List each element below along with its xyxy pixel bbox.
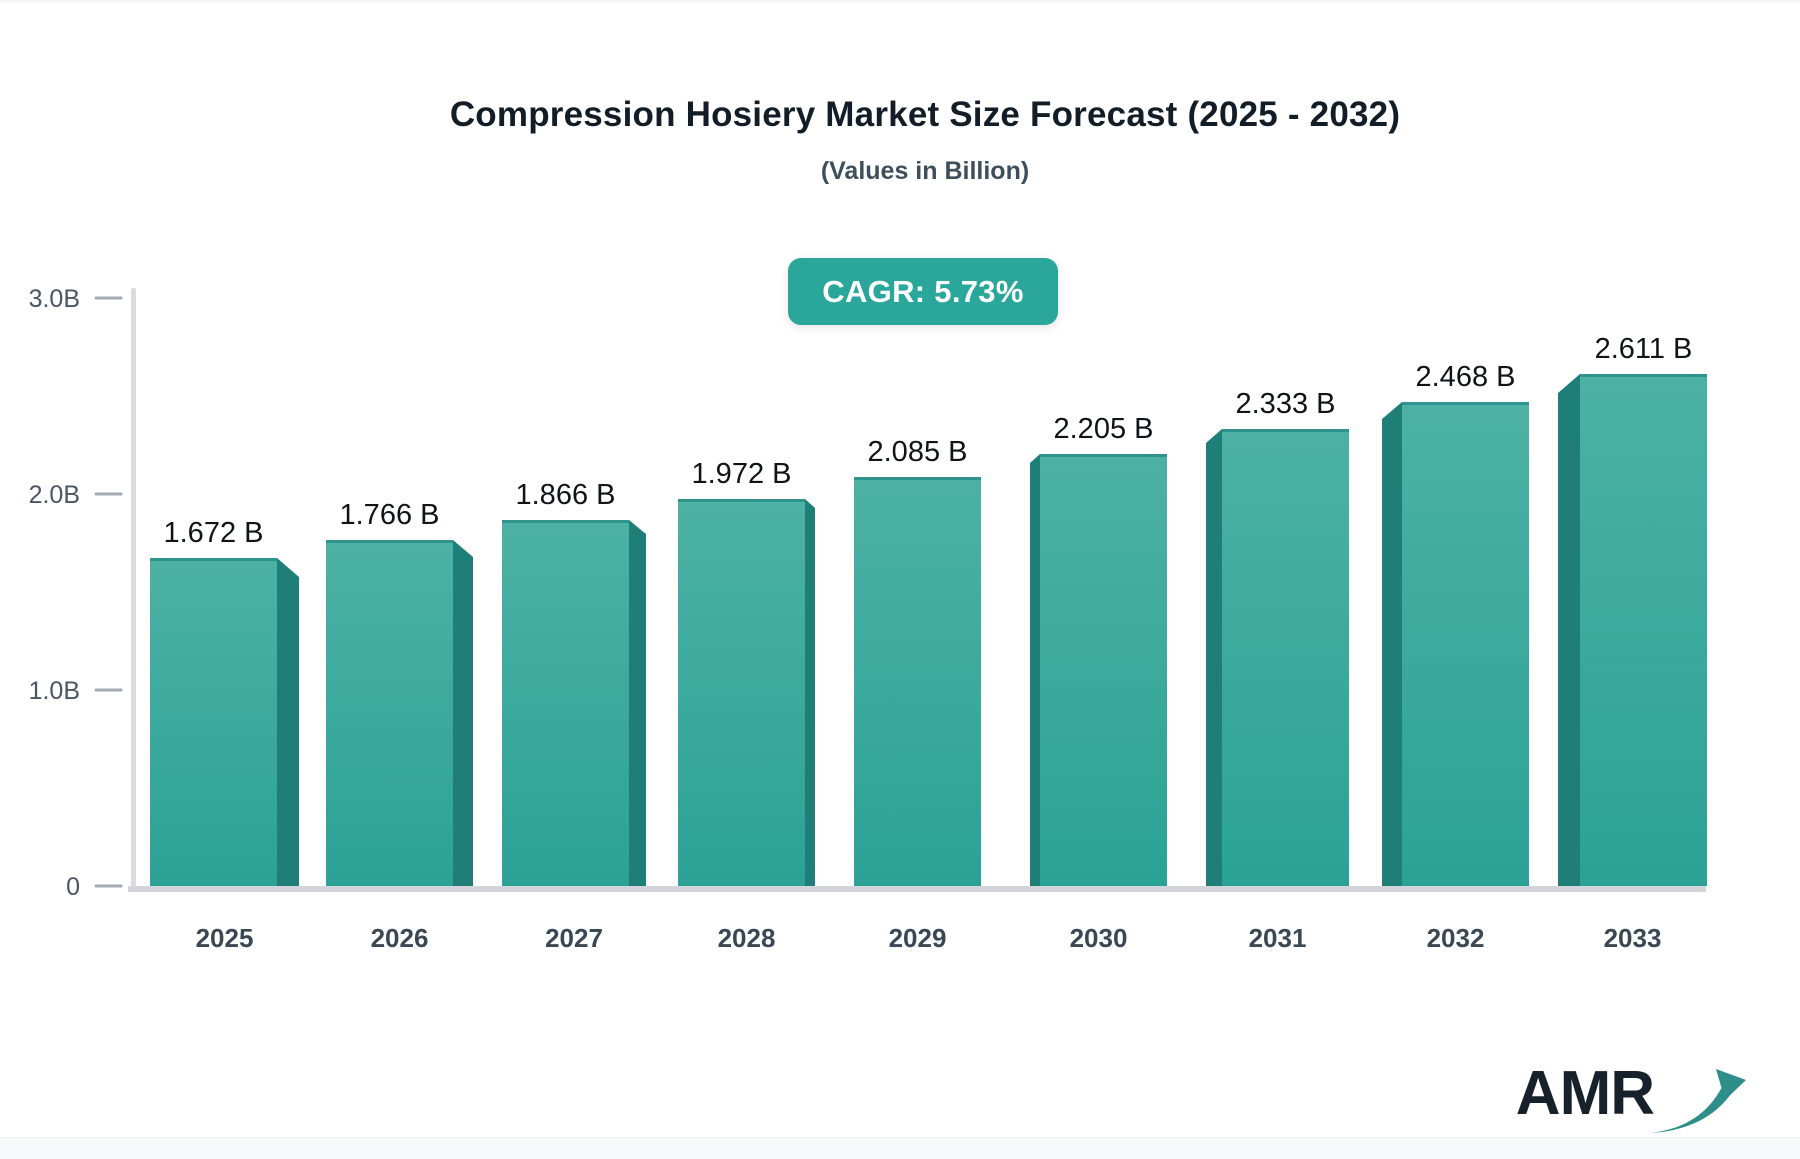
y-axis-tick-label: 0 — [66, 873, 80, 901]
bar-value-label: 1.672 B — [164, 517, 264, 549]
bar-main-face — [1580, 374, 1707, 886]
bar-value-label: 2.611 B — [1595, 333, 1693, 365]
bars-layer — [150, 374, 1707, 886]
labels-layer: 1.672 B 2025 1.766 B 2026 1.866 B 2027 1.972 B… — [164, 333, 1693, 953]
bar-main-face — [1402, 402, 1529, 886]
bar-main-face — [678, 499, 805, 886]
x-axis-label: 2028 — [718, 923, 776, 953]
bar-value-label: 1.972 B — [692, 458, 792, 490]
bar-value-label: 2.085 B — [868, 436, 968, 468]
x-axis-line — [128, 886, 1706, 892]
bar-value-label: 2.468 B — [1416, 361, 1516, 393]
x-axis-label: 2031 — [1249, 923, 1307, 953]
bar-main-face — [1222, 429, 1349, 886]
bar-side-face — [629, 520, 646, 886]
page-title: Compression Hosiery Market Size Forecast… — [449, 95, 1401, 134]
bar-side-face — [453, 540, 473, 886]
bar-side-face — [1206, 429, 1222, 886]
bar-top-edge — [150, 558, 277, 561]
bar-main-face — [326, 540, 453, 886]
bar-top-edge — [1580, 374, 1707, 377]
bar-side-face — [1382, 402, 1402, 886]
bar-top-edge — [502, 520, 629, 523]
bar-side-face — [805, 499, 815, 886]
x-axis-label: 2027 — [545, 923, 603, 953]
bar-side-face — [1558, 374, 1580, 886]
cagr-badge-label: CAGR: 5.73% — [822, 273, 1024, 309]
page-subtitle: (Values in Billion) — [820, 157, 1030, 185]
y-axis-line — [131, 288, 136, 892]
axis-layer: 3.0B 2.0B 1.0B 0 — [29, 285, 1706, 901]
bar-main-face — [854, 477, 981, 886]
amr-logo: AMR — [1516, 1063, 1748, 1137]
bar-side-face — [1030, 454, 1040, 886]
bar-value-label: 2.205 B — [1054, 413, 1154, 445]
bar-top-edge — [1040, 454, 1167, 457]
bar-value-label: 1.766 B — [340, 499, 440, 531]
amr-logo-text: AMR — [1515, 1059, 1655, 1128]
x-axis-label: 2030 — [1070, 923, 1128, 953]
cagr-badge: CAGR: 5.73% — [788, 258, 1058, 325]
x-axis-label: 2032 — [1427, 923, 1485, 953]
x-axis-label: 2033 — [1604, 923, 1662, 953]
x-axis-label: 2026 — [371, 923, 429, 953]
bar-top-edge — [1222, 429, 1349, 432]
bar-top-edge — [678, 499, 805, 502]
y-axis-tick-label: 1.0B — [29, 677, 80, 705]
bar-main-face — [1040, 454, 1167, 886]
x-axis-label: 2025 — [196, 923, 254, 953]
bar-value-label: 2.333 B — [1236, 388, 1336, 420]
page-bottom-edge — [0, 1137, 1800, 1159]
bar-top-edge — [854, 477, 981, 480]
y-axis-tick-label: 2.0B — [29, 481, 80, 509]
bar-main-face — [150, 558, 277, 886]
bar-value-label: 1.866 B — [516, 479, 616, 511]
bar-side-face — [277, 558, 299, 886]
growth-arrow-icon — [1650, 1069, 1746, 1133]
bar-top-edge — [326, 540, 453, 543]
bar-chart-canvas: 3.0B 2.0B 1.0B 0 1.672 B 2025 1.766 B 2026 1.86… — [29, 285, 1707, 953]
bar-main-face — [502, 520, 629, 886]
x-axis-label: 2029 — [889, 923, 947, 953]
y-axis-tick-label: 3.0B — [29, 285, 80, 313]
chart-header: Compression Hosiery Market Size Forecast… — [50, 95, 1800, 186]
bar-top-edge — [1402, 402, 1529, 405]
